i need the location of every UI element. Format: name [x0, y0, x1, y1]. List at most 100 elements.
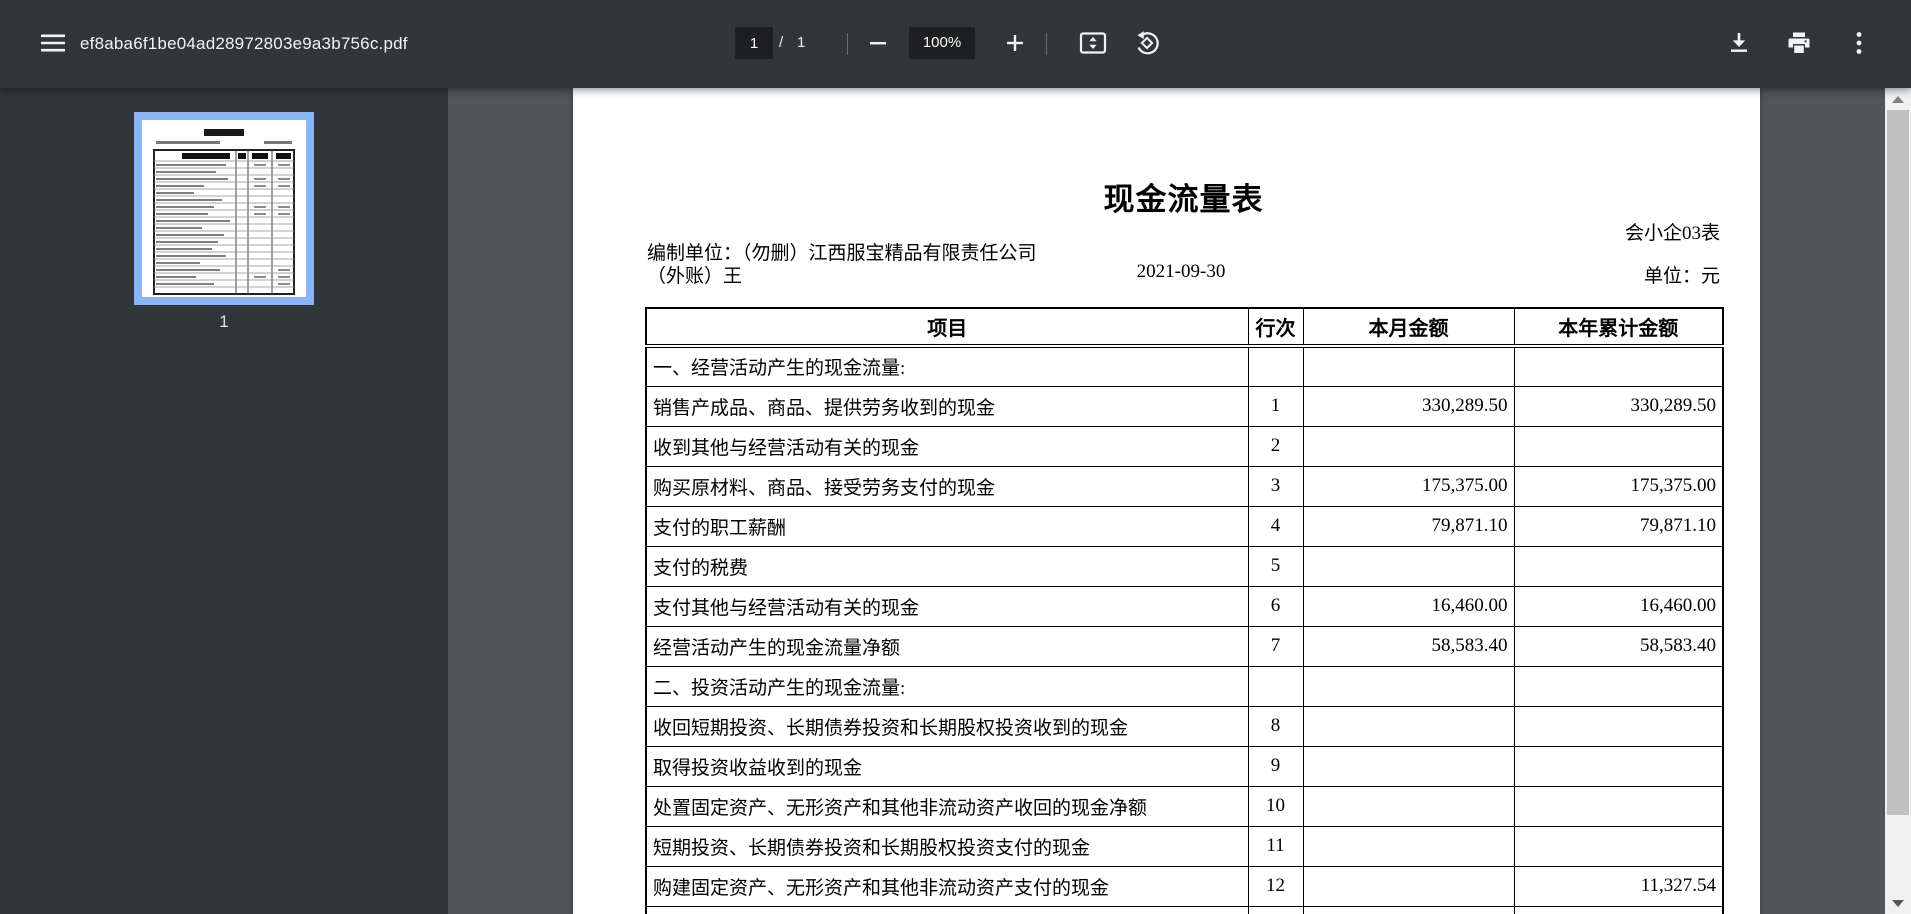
thumbnail-sidebar: 1	[0, 88, 448, 914]
plus-icon	[1005, 33, 1025, 56]
zoom-in-button[interactable]	[996, 25, 1034, 63]
cell-line: 12	[1247, 865, 1304, 907]
cell-line: 7	[1247, 625, 1304, 667]
table-row: 一、经营活动产生的现金流量:	[645, 345, 1724, 387]
statement-title: 现金流量表	[1103, 182, 1264, 217]
cell-line: 6	[1247, 585, 1304, 627]
table-row: 二、投资活动产生的现金流量:	[645, 665, 1724, 707]
table-row: 经营活动产生的现金流量净额 7 58,583.40 58,583.40	[645, 625, 1724, 667]
statement-date: 2021-09-30	[1136, 261, 1226, 282]
scrollbar-thumb[interactable]	[1887, 110, 1909, 815]
cell-ytd	[1513, 825, 1724, 867]
cell-line: 11	[1247, 825, 1304, 867]
cell-month	[1302, 705, 1515, 747]
page-divider: /	[779, 34, 784, 51]
table-row: 销售产成品、商品、提供劳务收到的现金 1 330,289.50 330,289.50	[645, 385, 1724, 427]
cell-item: 购买原材料、商品、接受劳务支付的现金	[645, 465, 1249, 507]
cell-item: 处置固定资产、无形资产和其他非流动资产收回的现金净额	[645, 785, 1249, 827]
page-number-input[interactable]	[735, 27, 773, 59]
table-row: 支付其他与经营活动有关的现金 6 16,460.00 16,460.00	[645, 585, 1724, 627]
cell-item	[645, 905, 1249, 914]
cell-ytd: 16,460.00	[1513, 585, 1724, 627]
statement-table-body: 一、经营活动产生的现金流量: 销售产成品、商品、提供劳务收到的现金 1 330,289…	[645, 345, 1724, 914]
cell-ytd: 11,327.54	[1513, 865, 1724, 907]
cell-month: 16,460.00	[1302, 585, 1515, 627]
minus-icon	[868, 33, 888, 56]
more-options-button[interactable]	[1840, 25, 1878, 63]
scroll-down-button[interactable]	[1885, 892, 1911, 914]
cell-ytd: 79,871.10	[1513, 505, 1724, 547]
column-header: 本年累计金额	[1513, 307, 1724, 348]
table-row: 购建固定资产、无形资产和其他非流动资产支付的现金 12 11,327.54	[645, 865, 1724, 907]
table-row: 处置固定资产、无形资产和其他非流动资产收回的现金净额 10	[645, 785, 1724, 827]
cell-item: 经营活动产生的现金流量净额	[645, 625, 1249, 667]
cell-item: 一、经营活动产生的现金流量:	[645, 345, 1249, 387]
print-button[interactable]	[1780, 25, 1818, 63]
menu-button[interactable]	[34, 25, 72, 63]
cell-ytd	[1513, 665, 1724, 707]
cell-ytd	[1513, 905, 1724, 914]
zoom-out-button[interactable]	[859, 25, 897, 63]
scroll-up-button[interactable]	[1885, 88, 1911, 110]
table-row: 短期投资、长期债券投资和长期股权投资支付的现金 11	[645, 825, 1724, 867]
prepared-by-line1: 编制单位：（勿删）江西服宝精品有限责任公司	[647, 243, 1037, 264]
table-row: 支付的税费 5	[645, 545, 1724, 587]
rotate-button[interactable]	[1128, 25, 1166, 63]
fit-to-page-button[interactable]	[1074, 25, 1112, 63]
page-thumbnail[interactable]	[134, 112, 314, 305]
cell-line	[1247, 665, 1304, 707]
cell-month	[1302, 825, 1515, 867]
download-button[interactable]	[1720, 25, 1758, 63]
cell-line: 5	[1247, 545, 1304, 587]
column-header: 行次	[1247, 307, 1304, 348]
page-thumbnail-preview	[142, 120, 306, 297]
cell-line: 2	[1247, 425, 1304, 467]
print-icon	[1787, 31, 1811, 58]
cell-line: 4	[1247, 505, 1304, 547]
cell-line	[1247, 905, 1304, 914]
table-row: 购买原材料、商品、接受劳务支付的现金 3 175,375.00 175,375.00	[645, 465, 1724, 507]
prepared-by-line2: （外账）王	[647, 266, 743, 287]
cell-ytd	[1513, 345, 1724, 387]
cell-month: 330,289.50	[1302, 385, 1515, 427]
rotate-counterclockwise-icon	[1134, 30, 1160, 59]
pdf-toolbar: ef8aba6f1be04ad28972803e9a3b756c.pdf / 1…	[0, 0, 1911, 88]
download-icon	[1728, 32, 1750, 57]
cell-ytd	[1513, 545, 1724, 587]
cell-month: 175,375.00	[1302, 465, 1515, 507]
scroll-up-arrow-icon	[1892, 95, 1904, 103]
thumbnail-page-number: 1	[219, 312, 229, 331]
table-row: 收回短期投资、长期债券投资和长期股权投资收到的现金 8	[645, 705, 1724, 747]
cell-item: 二、投资活动产生的现金流量:	[645, 665, 1249, 707]
cell-ytd: 58,583.40	[1513, 625, 1724, 667]
pdf-viewer-area: 现金流量表 会小企03表 编制单位：（勿删）江西服宝精品有限责任公司 （外账）王…	[448, 88, 1885, 914]
cell-line: 1	[1247, 385, 1304, 427]
statement-header: 现金流量表 会小企03表 编制单位：（勿删）江西服宝精品有限责任公司 （外账）王…	[645, 174, 1722, 307]
kebab-menu-icon	[1856, 31, 1862, 58]
page-total: 1	[797, 34, 806, 51]
cell-month	[1302, 865, 1515, 907]
cell-ytd	[1513, 425, 1724, 467]
cell-month	[1302, 785, 1515, 827]
cell-item: 取得投资收益收到的现金	[645, 745, 1249, 787]
column-header: 本月金额	[1302, 307, 1515, 348]
cell-month	[1302, 905, 1515, 914]
zoom-level-display[interactable]: 100%	[909, 27, 975, 59]
cell-month: 79,871.10	[1302, 505, 1515, 547]
scroll-down-arrow-icon	[1892, 899, 1904, 907]
form-code: 会小企03表	[1624, 223, 1720, 244]
cell-ytd	[1513, 705, 1724, 747]
cell-item: 支付的职工薪酬	[645, 505, 1249, 547]
currency-unit: 单位：元	[1643, 266, 1720, 287]
cash-flow-table: 项目 行次 本月金额 本年累计金额 一、经营活动产生的现金流量: 销售产成品、商品、提供…	[645, 307, 1724, 914]
cell-line: 9	[1247, 745, 1304, 787]
cell-month	[1302, 545, 1515, 587]
vertical-scrollbar	[1885, 88, 1911, 914]
hamburger-icon	[40, 31, 66, 58]
toolbar-separator	[847, 33, 848, 55]
cell-item: 收回短期投资、长期债券投资和长期股权投资收到的现金	[645, 705, 1249, 747]
cell-month	[1302, 665, 1515, 707]
cell-item: 支付其他与经营活动有关的现金	[645, 585, 1249, 627]
table-row: 取得投资收益收到的现金 9	[645, 745, 1724, 787]
toolbar-separator	[1046, 33, 1047, 55]
